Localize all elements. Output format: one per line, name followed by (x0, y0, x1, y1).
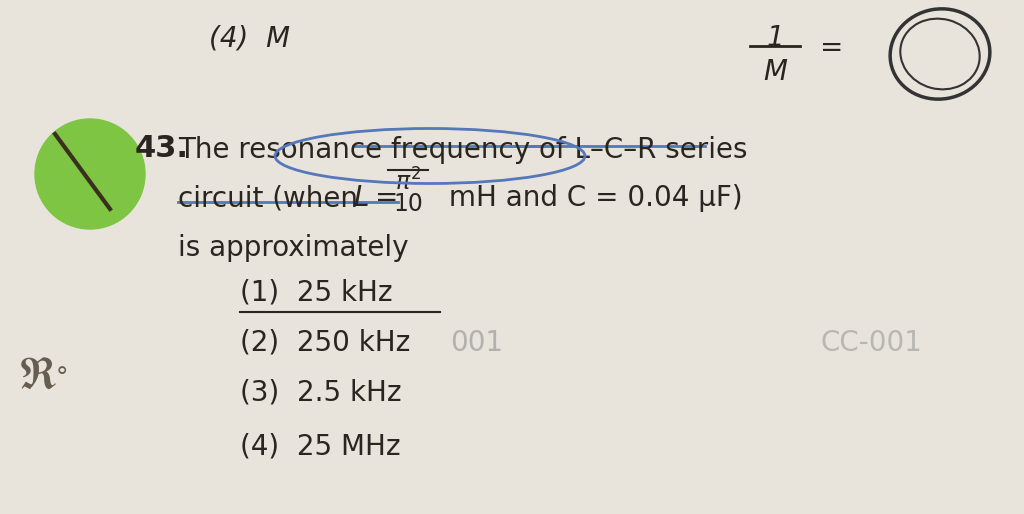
Text: (3)  2.5 kHz: (3) 2.5 kHz (240, 379, 401, 407)
Text: CC-001: CC-001 (820, 329, 922, 357)
Text: 43.: 43. (135, 134, 189, 163)
Text: $\pi^2$: $\pi^2$ (395, 168, 421, 195)
Text: 1: 1 (766, 24, 783, 52)
Text: (2)  250 kHz: (2) 250 kHz (240, 329, 411, 357)
Text: $L$: $L$ (353, 184, 369, 212)
Text: 10: 10 (393, 192, 423, 216)
Text: =: = (820, 34, 844, 62)
Text: circuit (when: circuit (when (178, 184, 367, 212)
Text: =: = (375, 184, 398, 212)
Text: (4)  M: (4) M (210, 24, 291, 52)
Text: °: ° (56, 366, 69, 390)
Text: (1)  25 kHz: (1) 25 kHz (240, 279, 392, 307)
Circle shape (35, 119, 145, 229)
Text: is approximately: is approximately (178, 234, 409, 262)
Text: mH and C = 0.04 μF): mH and C = 0.04 μF) (440, 184, 742, 212)
Text: (4)  25 MHz: (4) 25 MHz (240, 432, 400, 460)
Text: $\mathfrak{R}$: $\mathfrak{R}$ (18, 354, 57, 397)
Text: M: M (763, 58, 787, 86)
Text: The resonance frequency of L–C–R series: The resonance frequency of L–C–R series (178, 136, 748, 164)
Text: 001: 001 (450, 329, 503, 357)
